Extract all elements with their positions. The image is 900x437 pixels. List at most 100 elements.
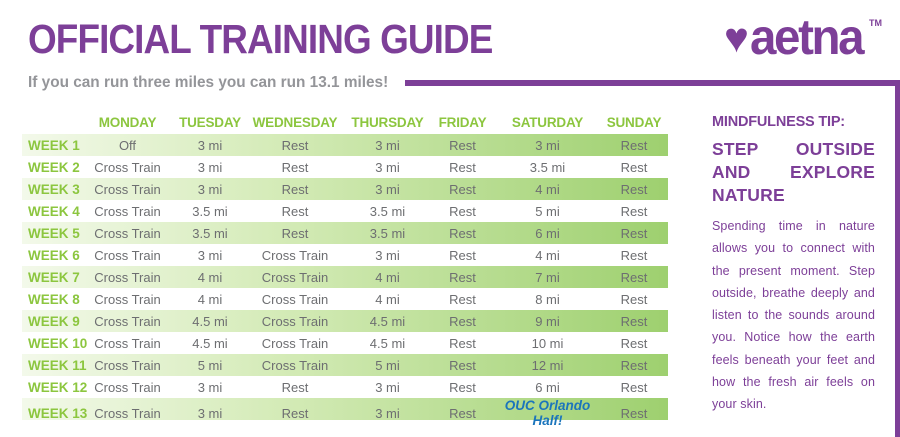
day-cell: Rest [449,203,476,219]
table-body: WEEK 1 Off 3 mi Rest 3 mi Rest 3 mi Rest WEEK 2 C… [22,134,668,428]
day-cell: 7 mi [535,269,560,285]
day-cell: Rest [620,335,648,351]
day-cell: Cross Train [94,379,161,395]
day-cell: Off [118,137,137,153]
day-cell: Rest [620,159,648,175]
table-row: WEEK 4 Cross Train 3.5 mi Rest 3.5 mi Rest 5 m… [22,200,668,222]
day-cell: Cross Train [261,291,329,307]
right-accent-bar [895,80,900,437]
day-cell: 3 mi [197,137,223,153]
day-cell: Rest [281,137,309,153]
day-cell: Rest [281,159,309,175]
day-cell: Cross Train [261,313,329,329]
day-cell: Rest [620,379,648,395]
day-cell: 3 mi [197,159,223,175]
day-cell: 3 mi [375,247,400,263]
day-cell: 3 mi [535,137,560,153]
day-cell: 5 mi [197,357,223,373]
week-label: WEEK 9 [28,313,80,329]
page-title: OFFICIAL TRAINING GUIDE [28,16,493,62]
day-cell: Rest [449,247,476,263]
day-cell: 3.5 mi [192,203,228,219]
week-label: WEEK 4 [28,203,80,219]
day-cell: 3 mi [375,159,400,175]
day-cell: 6 mi [535,225,560,241]
day-cell: Cross Train [94,291,161,307]
day-cell: 5 mi [535,203,560,219]
day-cell: Rest [449,269,476,285]
divider-rule [405,80,900,86]
day-cell: 12 mi [531,357,564,373]
week-label: WEEK 13 [28,405,88,421]
day-cell: 4.5 mi [192,335,228,351]
day-cell: Rest [281,181,309,197]
day-cell: 3 mi [197,379,223,395]
day-cell: Rest [620,203,648,219]
week-label: WEEK 10 [28,335,88,351]
subtitle-row: If you can run three miles you can run 1… [28,74,900,92]
day-cell: 8 mi [535,291,560,307]
day-cell: 10 mi [531,335,564,351]
day-cell: Cross Train [261,357,329,373]
week-label: WEEK 3 [28,181,80,197]
day-cell: Rest [449,335,476,351]
day-cell: Cross Train [94,225,161,241]
table-row: WEEK 12 Cross Train 3 mi Rest 3 mi Rest 6 mi Re… [22,376,668,398]
table-row: WEEK 2 Cross Train 3 mi Rest 3 mi Rest 3.5 mi R… [22,156,668,178]
day-cell: Cross Train [94,335,161,351]
table-row: WEEK 9 Cross Train 4.5 mi Cross Train 4.5 mi… [22,310,668,332]
week-label: WEEK 7 [28,269,80,285]
table-row: WEEK 3 Cross Train 3 mi Rest 3 mi Rest 4 mi Res… [22,178,668,200]
table-row: WEEK 5 Cross Train 3.5 mi Rest 3.5 mi Rest 6 m… [22,222,668,244]
aetna-logo: ♥ aetna TM [724,12,882,64]
day-cell: 4 mi [197,291,223,307]
day-cell: 3.5 mi [529,159,566,175]
training-table: MONDAY TUESDAY WEDNESDAY THURSDAY FRIDAY SATU… [22,112,668,428]
table-header-row: MONDAY TUESDAY WEDNESDAY THURSDAY FRIDAY SATU… [22,112,668,132]
day-cell: 4 mi [535,247,560,263]
week-label: WEEK 8 [28,291,80,307]
day-cell: Rest [449,137,476,153]
day-header: SATURDAY [511,114,584,130]
week-label: WEEK 2 [28,159,80,175]
day-cell: Rest [449,159,476,175]
week-label: WEEK 11 [28,357,87,373]
day-cell: Rest [449,405,476,421]
week-label: WEEK 6 [28,247,80,263]
day-header: FRIDAY [438,114,487,130]
day-cell: 4 mi [535,181,560,197]
day-cell: 3.5 mi [369,225,406,241]
day-cell: Cross Train [94,203,161,219]
day-cell: Cross Train [94,313,161,329]
day-cell: 6 mi [535,379,560,395]
day-cell: Rest [620,247,648,263]
day-cell: Cross Train [261,269,329,285]
table-row: WEEK 8 Cross Train 4 mi Cross Train 4 mi Rest… [22,288,668,310]
day-cell: 3 mi [197,181,223,197]
day-cell: Cross Train [94,181,161,197]
day-cell: Rest [281,203,309,219]
day-cell: 3 mi [375,379,400,395]
day-header: MONDAY [98,114,157,130]
table-row: WEEK 10 Cross Train 4.5 mi Cross Train 4.5 m… [22,332,668,354]
trademark-symbol: TM [869,18,882,28]
day-cell: Cross Train [261,247,329,263]
day-cell: Rest [449,313,476,329]
day-cell: 9 mi [535,313,560,329]
day-cell: 3 mi [375,405,400,421]
day-cell: 3.5 mi [192,225,228,241]
day-cell: Rest [620,405,648,421]
table-row: WEEK 11 Cross Train 5 mi Cross Train 5 mi Res… [22,354,668,376]
mindfulness-sidebar: MINDFULNESS TIP: STEP OUTSIDE AND EXPLOR… [712,114,875,416]
day-cell: Rest [449,291,476,307]
tip-label: MINDFULNESS TIP: [712,114,845,130]
day-cell: Cross Train [94,405,161,421]
day-cell: Cross Train [261,335,329,351]
day-cell: 4.5 mi [192,313,228,329]
table-row: WEEK 1 Off 3 mi Rest 3 mi Rest 3 mi Rest [22,134,668,156]
table-row: WEEK 7 Cross Train 4 mi Cross Train 4 mi Rest… [22,266,668,288]
day-header: WEDNESDAY [252,114,338,130]
day-cell: 4 mi [197,269,223,285]
day-cell: 3 mi [197,247,223,263]
day-header: TUESDAY [179,114,241,130]
